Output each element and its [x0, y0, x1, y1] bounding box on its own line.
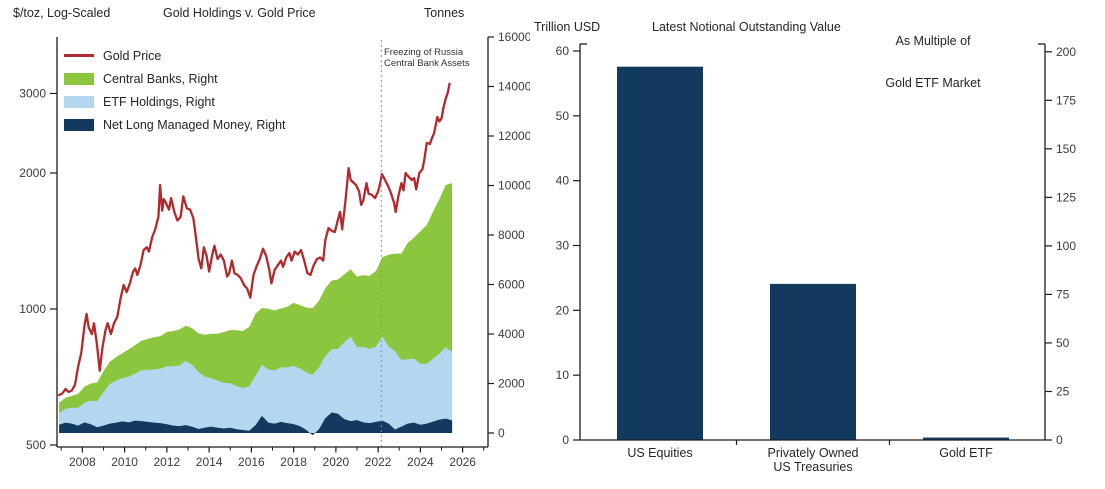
right-chart-left-axis-title: Trillion USD: [534, 20, 601, 34]
left-axis-tick-label: 0: [562, 433, 569, 447]
right-axis-tick-label: 100: [1056, 239, 1076, 253]
right-axis-tick-label: 6000: [498, 278, 525, 292]
left-axis-tick-label: 1000: [19, 302, 46, 316]
right-axis-tick-label: 16000: [498, 30, 530, 44]
right-axis-tick-label: 25: [1056, 384, 1070, 398]
left-chart-title: Gold Holdings v. Gold Price: [163, 6, 316, 20]
legend-swatch-area: [64, 95, 94, 108]
right-axis-tick-label: 0: [1056, 433, 1063, 447]
left-chart-right-axis-title: Tonnes: [424, 6, 465, 20]
category-label-us-equities: US Equities: [627, 446, 692, 460]
right-axis-tick-label: 10000: [498, 179, 530, 193]
bar-us-equities: [617, 66, 703, 441]
right-axis-title-line1: As Multiple of: [895, 34, 971, 48]
x-axis-tick-label: 2010: [111, 455, 138, 469]
right-axis-tick-label: 150: [1056, 142, 1076, 156]
legend-swatch-line: [64, 54, 94, 57]
legend-label: Central Banks, Right: [103, 71, 218, 86]
left-axis-tick-label: 20: [556, 303, 570, 317]
left-axis-tick-label: 50: [556, 109, 570, 123]
right-axis-tick-label: 12000: [498, 129, 530, 143]
right-axis-tick-label: 14000: [498, 80, 530, 94]
annotation-freezing-russia: Freezing of Russia Central Bank Assets: [384, 47, 470, 69]
gold-price-line: [57, 82, 451, 397]
legend-swatch-area: [64, 118, 94, 131]
right-axis-tick-label: 0: [498, 426, 505, 440]
left-chart-left-axis-title: $/toz, Log-Scaled: [13, 6, 111, 20]
right-axis-tick-label: 200: [1056, 45, 1076, 59]
legend-label: ETF Holdings, Right: [103, 94, 215, 109]
left-chart-legend: Gold Price Central Banks, Right ETF Holdin…: [64, 44, 286, 136]
right-chart-title: Latest Notional Outstanding Value: [652, 20, 841, 34]
left-axis-tick-label: 500: [26, 438, 46, 452]
legend-item: ETF Holdings, Right: [64, 90, 286, 113]
legend-label: Net Long Managed Money, Right: [103, 117, 286, 132]
left-axis-tick-label: 3000: [19, 86, 46, 100]
notional-value-chart-svg: 0 10 20 30 40 50 60 0 25 50 75 100 125 150 175 200 US Eq…: [556, 43, 1076, 474]
x-axis-tick-label: 2014: [196, 455, 223, 469]
x-axis-tick-label: 2024: [407, 455, 434, 469]
x-axis-tick-label: 2018: [280, 455, 307, 469]
legend-item: Gold Price: [64, 44, 286, 67]
right-axis-tick-label: 75: [1056, 287, 1070, 301]
annotation-line2: Central Bank Assets: [384, 58, 470, 69]
x-axis-tick-label: 2026: [449, 455, 476, 469]
left-axis-tick-label: 10: [556, 368, 570, 382]
x-axis-tick-label: 2008: [69, 455, 96, 469]
x-axis-tick-label: 2020: [323, 455, 350, 469]
right-chart-right-axis-title: As Multiple of Gold ETF Market: [868, 6, 998, 118]
annotation-line1: Freezing of Russia: [384, 47, 464, 58]
bar-privately-owned-us-treasuries: [770, 283, 856, 441]
right-axis-tick-label: 2000: [498, 377, 525, 391]
legend-item: Central Banks, Right: [64, 67, 286, 90]
x-axis-tick-label: 2016: [238, 455, 265, 469]
etf-holdings-area: [59, 336, 453, 433]
left-axis-tick-label: 30: [556, 239, 570, 253]
left-axis-tick-label: 60: [556, 44, 570, 58]
category-label-privately-owned-us-treasuries: Privately Owned US Treasuries: [767, 446, 858, 474]
right-axis-tick-label: 4000: [498, 327, 525, 341]
legend-label: Gold Price: [103, 48, 162, 63]
gold-holdings-chart-svg: 500 1000 2000 3000 0 2000 4000 6000 8000 10000 120…: [19, 30, 530, 469]
right-axis-tick-label: 125: [1056, 190, 1076, 204]
category-label-gold-etf: Gold ETF: [939, 446, 993, 460]
right-axis-tick-label: 8000: [498, 228, 525, 242]
right-axis-tick-label: 175: [1056, 93, 1076, 107]
legend-swatch-area: [64, 72, 94, 85]
right-axis-title-line2: Gold ETF Market: [885, 76, 981, 90]
x-axis-tick-label: 2012: [154, 455, 181, 469]
right-axis-tick-label: 50: [1056, 336, 1070, 350]
managed-money-area: [59, 412, 453, 436]
legend-item: Net Long Managed Money, Right: [64, 113, 286, 136]
left-axis-tick-label: 2000: [19, 166, 46, 180]
left-axis-tick-label: 40: [556, 174, 570, 188]
x-axis-tick-label: 2022: [365, 455, 392, 469]
